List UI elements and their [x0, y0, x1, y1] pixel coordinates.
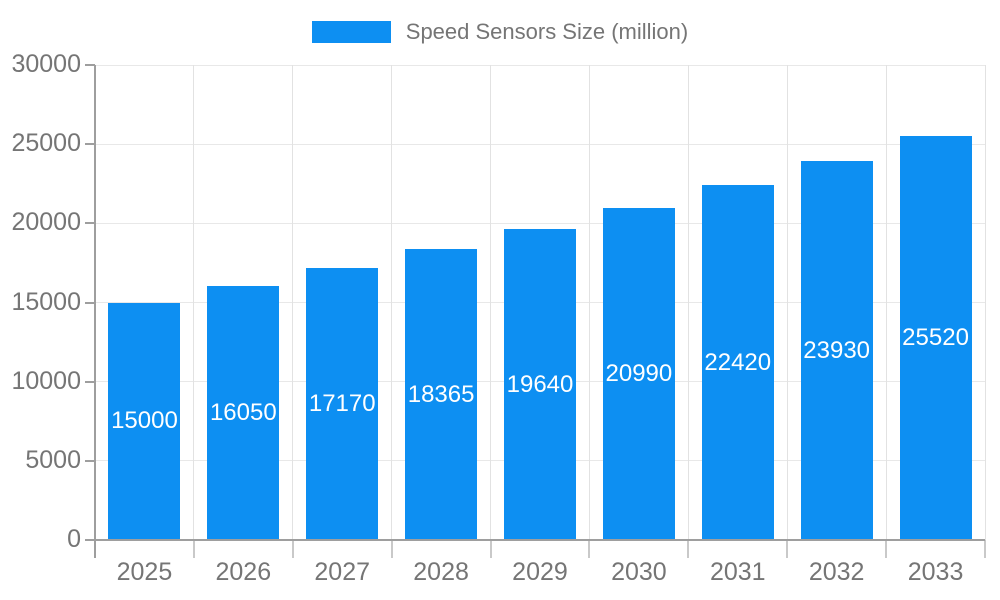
- x-tick-mark: [192, 540, 195, 558]
- y-gridline: [95, 64, 985, 66]
- y-tick-label: 20000: [11, 208, 81, 237]
- bar: [306, 268, 379, 540]
- bar: [504, 229, 576, 540]
- x-gridline: [885, 65, 887, 540]
- x-tick-mark: [489, 540, 492, 558]
- legend-swatch: [311, 21, 391, 43]
- x-tick-label: 2026: [215, 558, 272, 586]
- bar: [207, 285, 280, 540]
- x-tick-mark: [390, 540, 393, 558]
- y-tick-mark: [85, 64, 95, 66]
- y-tick-label: 25000: [11, 129, 81, 158]
- bar: [800, 161, 873, 540]
- bar: [899, 135, 972, 540]
- x-tick-label: 2032: [808, 558, 865, 586]
- y-tick-label: 0: [67, 525, 81, 553]
- x-tick-label: 2028: [413, 558, 469, 586]
- x-gridline: [391, 65, 393, 540]
- x-tick-label: 2031: [709, 558, 766, 586]
- x-gridline: [588, 65, 590, 540]
- y-tick-label: 10000: [11, 366, 81, 395]
- x-tick-mark: [588, 540, 591, 558]
- bar-value-label: 25520: [902, 323, 969, 351]
- y-tick-mark: [85, 459, 95, 462]
- x-axis-line: [85, 539, 985, 541]
- y-tick-mark: [85, 222, 95, 225]
- x-gridline: [193, 65, 195, 540]
- bar: [602, 207, 675, 540]
- x-tick-label: 2025: [116, 558, 173, 586]
- bar-value-label: 23930: [803, 336, 871, 364]
- x-tick-mark: [687, 540, 690, 558]
- bar-value-label: 20990: [605, 359, 673, 387]
- bar-value-label: 19640: [506, 370, 574, 398]
- x-tick-mark: [885, 540, 888, 558]
- bar-value-label: 22420: [704, 348, 772, 376]
- bar: [108, 302, 181, 540]
- x-gridline: [292, 65, 294, 540]
- y-tick-mark: [85, 143, 95, 146]
- y-tick-label: 5000: [25, 445, 81, 474]
- y-axis-line: [94, 65, 96, 558]
- x-gridline: [786, 65, 788, 540]
- y-gridline: [95, 143, 985, 145]
- x-tick-label: 2027: [314, 558, 371, 586]
- bar: [701, 185, 774, 540]
- bar-value-label: 15000: [111, 407, 178, 435]
- x-gridline: [984, 65, 986, 540]
- y-tick-label: 30000: [11, 50, 81, 78]
- bar-value-label: 17170: [308, 390, 376, 418]
- legend-label: Speed Sensors Size (million): [405, 19, 689, 44]
- bar-value-label: 18365: [407, 380, 475, 408]
- legend: Speed Sensors Size (million): [0, 19, 1000, 44]
- x-tick-mark: [984, 540, 986, 558]
- y-tick-mark: [85, 380, 95, 383]
- y-gridline: [95, 222, 985, 224]
- x-tick-label: 2029: [512, 558, 568, 586]
- x-tick-label: 2030: [611, 558, 667, 586]
- y-tick-label: 15000: [11, 287, 81, 316]
- x-gridline: [687, 65, 689, 540]
- bar-value-label: 16050: [209, 398, 277, 426]
- bar: [405, 249, 478, 540]
- x-tick-mark: [291, 540, 294, 558]
- y-tick-mark: [85, 301, 95, 304]
- x-gridline: [490, 65, 492, 540]
- x-tick-mark: [786, 540, 789, 558]
- x-tick-label: 2033: [907, 558, 964, 586]
